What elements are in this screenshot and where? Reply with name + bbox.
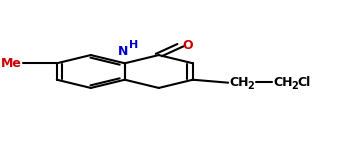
Text: Cl: Cl — [297, 76, 311, 89]
Text: CH: CH — [273, 76, 293, 89]
Text: O: O — [183, 39, 193, 52]
Text: 2: 2 — [247, 81, 253, 91]
Text: CH: CH — [229, 76, 248, 89]
Text: Me: Me — [1, 57, 22, 70]
Text: N: N — [118, 45, 128, 58]
Text: H: H — [129, 40, 138, 50]
Text: 2: 2 — [291, 81, 298, 91]
